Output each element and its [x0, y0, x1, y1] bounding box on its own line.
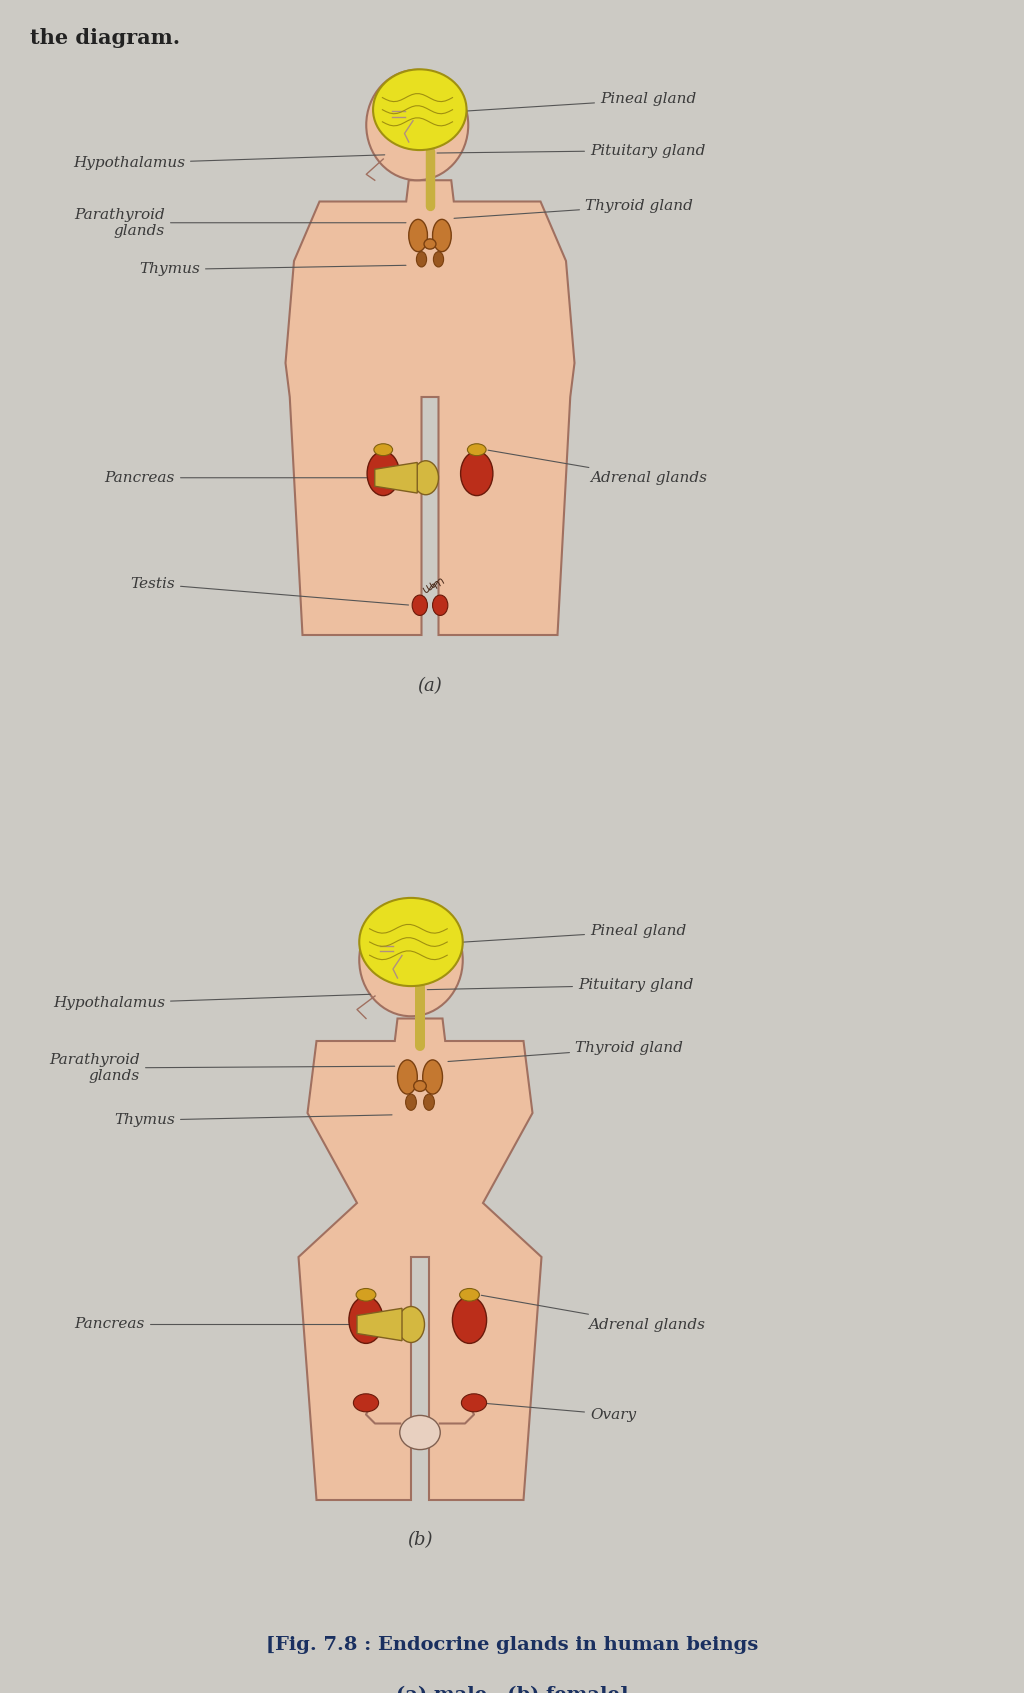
Ellipse shape [359, 904, 463, 1016]
Ellipse shape [399, 1415, 440, 1449]
Text: Thymus: Thymus [114, 1114, 392, 1128]
Text: Hypothalamus: Hypothalamus [53, 994, 371, 1011]
Ellipse shape [432, 594, 447, 616]
Ellipse shape [453, 1297, 486, 1344]
Ellipse shape [374, 444, 392, 455]
Text: Pineal gland: Pineal gland [439, 924, 686, 943]
Text: Pancreas: Pancreas [104, 471, 376, 484]
Ellipse shape [414, 1080, 426, 1092]
Text: Pituitary gland: Pituitary gland [427, 979, 693, 992]
Ellipse shape [460, 1288, 479, 1302]
Ellipse shape [424, 239, 436, 249]
Ellipse shape [373, 69, 467, 151]
Ellipse shape [461, 452, 493, 496]
Polygon shape [357, 1309, 402, 1341]
Text: [Fig. 7.8 : Endocrine glands in human beings: [Fig. 7.8 : Endocrine glands in human be… [266, 1635, 758, 1654]
Text: Pineal gland: Pineal gland [450, 93, 696, 112]
Polygon shape [375, 462, 417, 493]
Ellipse shape [397, 1060, 418, 1094]
Polygon shape [299, 1019, 542, 1500]
Ellipse shape [412, 594, 427, 616]
Ellipse shape [424, 1094, 434, 1111]
Text: Pancreas: Pancreas [75, 1317, 358, 1331]
Text: the diagram.: the diagram. [30, 29, 180, 47]
Ellipse shape [349, 1297, 383, 1344]
Text: Adrenal glands: Adrenal glands [481, 1295, 705, 1331]
Ellipse shape [433, 252, 443, 267]
Text: Adrenal glands: Adrenal glands [488, 450, 707, 484]
Text: (a) male,  (b) female]: (a) male, (b) female] [395, 1686, 629, 1693]
Text: Testis: Testis [130, 577, 409, 604]
Text: Thyroid gland: Thyroid gland [447, 1041, 683, 1062]
Ellipse shape [467, 444, 486, 455]
Ellipse shape [462, 1393, 486, 1412]
Ellipse shape [397, 1307, 425, 1343]
Text: Parathyroid
glands: Parathyroid glands [75, 208, 406, 237]
Ellipse shape [367, 69, 468, 179]
Ellipse shape [367, 452, 399, 496]
Text: (b): (b) [408, 1532, 433, 1549]
Text: Ovary: Ovary [481, 1403, 636, 1422]
Text: (a): (a) [418, 677, 442, 696]
Text: Pituitary gland: Pituitary gland [437, 144, 706, 157]
Ellipse shape [356, 1288, 376, 1302]
Ellipse shape [432, 220, 452, 252]
Ellipse shape [423, 1060, 442, 1094]
Text: Parathyroid
glands: Parathyroid glands [49, 1053, 394, 1084]
Ellipse shape [406, 1094, 417, 1111]
Ellipse shape [417, 252, 427, 267]
Ellipse shape [359, 897, 463, 985]
Ellipse shape [413, 460, 438, 494]
Text: Hypothalamus: Hypothalamus [73, 154, 385, 171]
Ellipse shape [409, 220, 427, 252]
Text: Thymus: Thymus [139, 262, 406, 276]
Ellipse shape [353, 1393, 379, 1412]
Polygon shape [286, 179, 574, 635]
Text: Thyroid gland: Thyroid gland [454, 198, 693, 218]
